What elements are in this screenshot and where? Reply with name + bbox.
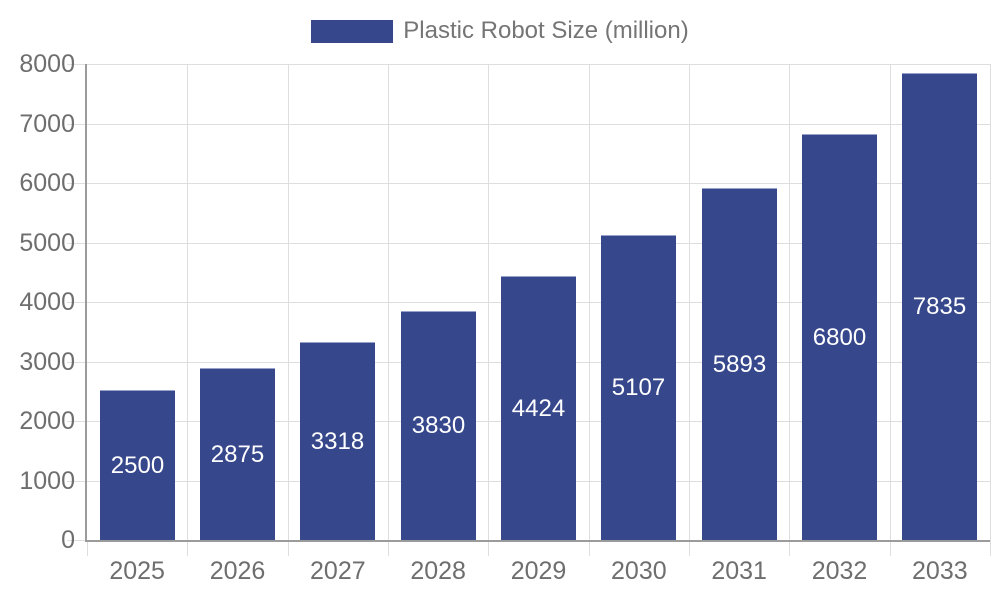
bar[interactable]: 2875 [200,368,275,540]
bar[interactable]: 6800 [802,134,877,540]
bar-value-label: 4424 [511,394,566,422]
gridline-horizontal [87,123,990,125]
y-axis-tick-label: 5000 [19,228,75,257]
bar[interactable]: 7835 [902,73,977,540]
gridline-vertical [488,64,489,541]
bar[interactable]: 5107 [601,235,676,540]
y-axis-tick-label: 7000 [19,109,75,138]
bar-value-label: 3830 [411,412,466,439]
bar[interactable]: 3318 [300,342,375,540]
x-axis-tick [789,541,790,556]
y-axis-tick-label: 3000 [19,347,75,376]
gridline-vertical [689,64,690,541]
gridline-vertical [187,64,188,541]
x-axis-tick-label: 2029 [510,557,567,585]
gridline-vertical [288,64,289,541]
x-axis-tick-label: 2030 [611,557,667,585]
x-axis-tick-label: 2026 [209,557,266,585]
y-axis-line [85,64,87,541]
bar[interactable]: 5893 [702,188,777,540]
x-axis-tick [890,541,891,556]
x-axis-tick [589,541,590,556]
x-axis-tick-label: 2025 [109,557,165,585]
gridline-horizontal [87,64,990,65]
x-axis-line [85,540,990,542]
plot-area: 0 1000 2000 3000 4000 5000 6000 7000 8000 2500 202… [19,51,991,584]
legend-swatch[interactable] [311,19,394,43]
x-axis-tick-label: 2027 [310,557,366,585]
y-axis-tick-label: 2000 [19,407,75,435]
x-axis-tick [288,541,289,556]
y-axis-tick-label: 1000 [19,466,75,495]
bar[interactable]: 4424 [501,276,576,540]
x-axis-tick [388,541,389,556]
y-axis-tick [67,183,87,184]
bar-value-label: 5893 [712,350,767,378]
gridline-vertical [789,64,790,541]
x-axis-tick-label: 2033 [912,557,968,585]
gridline-vertical [388,64,389,541]
x-axis-tick [990,541,991,556]
legend-label[interactable]: Plastic Robot Size (million) [403,17,689,44]
x-axis-tick-label: 2028 [410,557,466,585]
x-axis-tick-label: 2032 [811,557,868,585]
x-axis-tick [689,541,690,556]
bar[interactable]: 3830 [401,311,476,540]
legend[interactable]: Plastic Robot Size (million) [0,17,1000,45]
gridline-vertical [589,64,590,541]
gridline-vertical [890,64,891,541]
bar-value-label: 3318 [310,427,365,455]
y-axis-tick-label: 0 [61,526,75,554]
y-axis-tick [67,123,87,125]
y-axis-tick [67,302,87,303]
bar-value-label: 6800 [812,323,867,351]
y-axis-tick [67,480,87,482]
bar-value-label: 2500 [110,451,165,479]
bar-value-label: 7835 [912,293,967,320]
gridline-horizontal [87,242,990,244]
x-axis-tick [87,541,88,556]
y-axis-tick [67,421,87,422]
bar[interactable]: 2500 [100,390,175,540]
bar-value-label: 2875 [210,440,265,468]
bar-value-label: 5107 [611,374,666,401]
y-axis-tick [67,242,87,244]
y-axis-tick [67,540,87,541]
x-axis-tick [488,541,489,556]
gridline-horizontal [87,183,990,184]
gridline-vertical [990,64,991,541]
y-axis-tick [67,361,87,363]
y-axis-tick-label: 8000 [19,50,75,78]
y-axis-tick-label: 4000 [19,288,75,316]
x-axis-tick-label: 2031 [711,557,767,585]
y-axis-tick [67,64,87,65]
x-axis-tick [187,541,188,556]
y-axis-tick-label: 6000 [19,169,75,197]
